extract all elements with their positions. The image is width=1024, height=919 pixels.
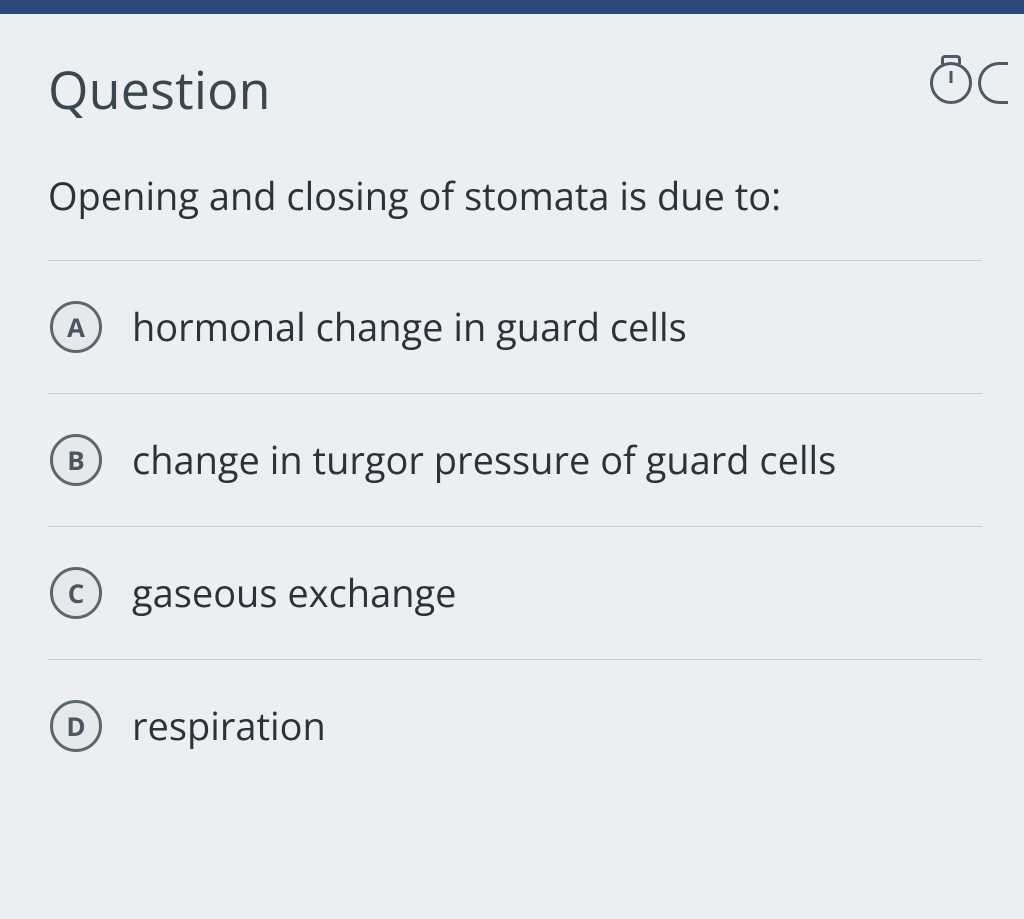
option-a[interactable]: A hormonal change in guard cells <box>48 260 982 393</box>
option-letter-a: A <box>50 301 102 353</box>
page-title: Question <box>48 54 271 125</box>
question-prompt: Opening and closing of stomata is due to… <box>48 171 982 222</box>
option-letter-b: B <box>50 434 102 486</box>
option-letter-c: C <box>50 567 102 619</box>
header-icons <box>930 62 988 104</box>
option-text-d: respiration <box>132 703 326 751</box>
option-text-b: change in turgor pressure of guard cells <box>132 437 836 485</box>
question-page: Question Opening and closing of stomata … <box>0 14 1024 919</box>
option-text-a: hormonal change in guard cells <box>132 304 687 352</box>
option-b[interactable]: B change in turgor pressure of guard cel… <box>48 393 982 526</box>
option-d[interactable]: D respiration <box>48 659 982 800</box>
stopwatch-icon <box>930 62 972 104</box>
option-letter-d: D <box>50 700 102 752</box>
header-row: Question <box>48 54 982 125</box>
top-strip <box>0 0 1024 14</box>
option-text-c: gaseous exchange <box>132 570 456 618</box>
partial-circle-icon <box>978 62 1008 104</box>
option-c[interactable]: C gaseous exchange <box>48 526 982 659</box>
